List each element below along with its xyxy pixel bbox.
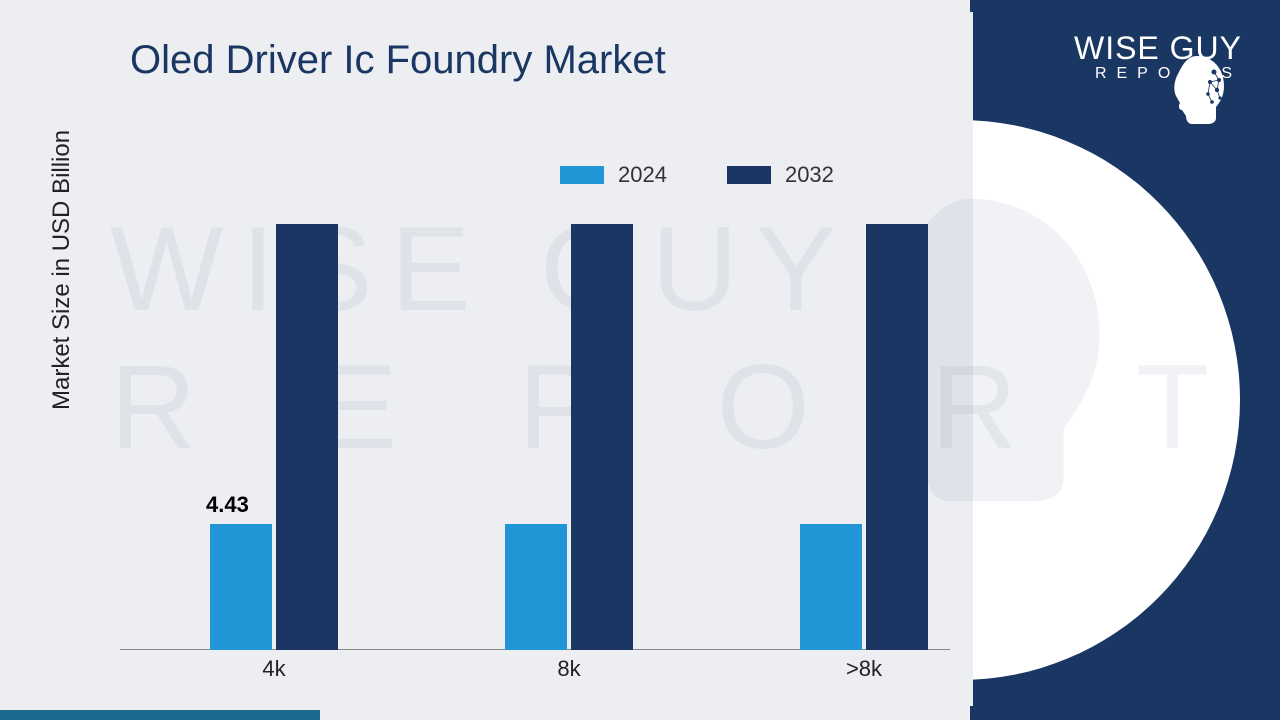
bar — [210, 524, 272, 650]
bar-value-label: 4.43 — [206, 492, 249, 518]
logo-head-icon — [1162, 52, 1232, 132]
legend-label: 2024 — [618, 162, 667, 188]
plot-area: 4.43 — [120, 210, 950, 650]
legend-swatch — [560, 166, 604, 184]
x-axis-category-label: >8k — [800, 656, 928, 682]
bar — [866, 224, 928, 650]
chart-title: Oled Driver Ic Foundry Market — [130, 38, 666, 83]
x-axis-labels: 4k 8k >8k — [120, 650, 950, 680]
brand-logo: WISE GUY REPORTS — [1074, 30, 1242, 83]
bar — [276, 224, 338, 650]
bar — [571, 224, 633, 650]
x-axis-category-label: 4k — [210, 656, 338, 682]
footer-accent-bar — [0, 710, 320, 720]
y-axis-label: Market Size in USD Billion — [48, 130, 76, 410]
x-axis-category-label: 8k — [505, 656, 633, 682]
legend-label: 2032 — [785, 162, 834, 188]
legend-item: 2024 — [560, 162, 667, 188]
legend-swatch — [727, 166, 771, 184]
legend-item: 2032 — [727, 162, 834, 188]
bar — [505, 524, 567, 650]
chart-legend: 2024 2032 — [560, 162, 834, 188]
bar — [800, 524, 862, 650]
